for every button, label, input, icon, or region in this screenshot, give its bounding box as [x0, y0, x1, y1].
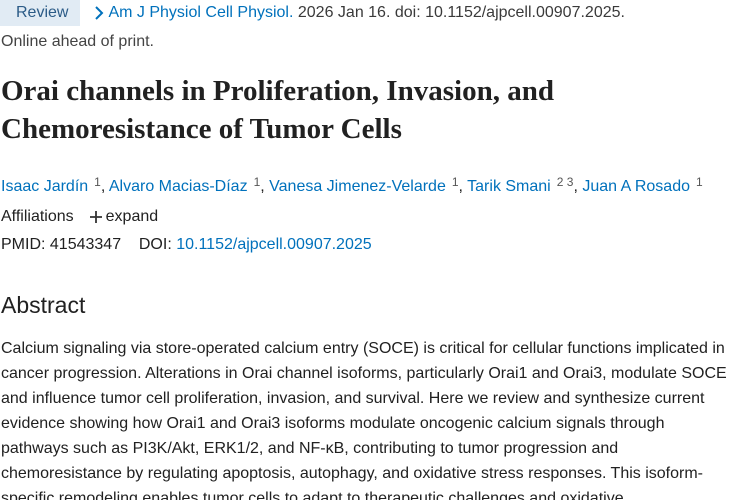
title-line: Chemoresistance of Tumor Cells	[1, 113, 402, 145]
plus-icon[interactable]	[89, 211, 102, 223]
author-separator: ,	[100, 178, 106, 195]
doi-link[interactable]: 10.1152/ajpcell.00907.2025	[176, 236, 372, 253]
abstract-text: Calcium signaling via store-operated cal…	[1, 336, 727, 500]
abstract-line: and influence tumor cell proliferation, …	[1, 390, 705, 407]
affiliation-number[interactable]: 2	[556, 175, 564, 189]
author-separator: ,	[458, 178, 463, 195]
author-separator: ,	[573, 178, 578, 195]
affiliation-number[interactable]: 3	[566, 175, 574, 189]
abstract-heading: Abstract	[1, 292, 86, 318]
affiliation-number[interactable]: 1	[94, 175, 101, 189]
abstract-line: evidence showing how Orai1 and Orai3 iso…	[1, 415, 665, 432]
author-link[interactable]: Alvaro Macias-Díaz	[108, 178, 248, 195]
affiliation-number[interactable]: 1	[696, 175, 703, 189]
affiliation-number[interactable]: 1	[253, 175, 261, 189]
abstract-line: chemoresistance by regulating apoptosis,…	[1, 465, 703, 482]
affiliation-number[interactable]: 1	[451, 175, 459, 189]
affiliation-refs: 1	[94, 175, 101, 189]
pmid-label: PMID:	[1, 236, 46, 253]
author-link[interactable]: Juan A Rosado	[582, 178, 690, 195]
author-list: Isaac Jardín 1, Alvaro Macias-Díaz 1, Vane…	[1, 169, 703, 200]
affiliation-refs: 1	[696, 175, 703, 189]
doi-label: DOI:	[138, 236, 172, 253]
abstract-line: specific remodeling enables tumor cells …	[1, 490, 624, 500]
citation-bar: Review Am J Physiol Cell Physiol. 2026 J…	[0, 0, 625, 26]
article-title: Orai channels in Proliferation, Invasion…	[1, 72, 554, 148]
affiliation-refs: 1	[452, 175, 459, 189]
abstract-line: cancer progression. Alterations in Orai …	[1, 365, 727, 382]
affiliation-refs: 1	[254, 175, 261, 189]
journal-link[interactable]: Am J Physiol Cell Physiol.	[108, 4, 294, 21]
affiliations-label: Affiliations	[1, 208, 74, 225]
pmid-value: 41543347	[49, 236, 122, 253]
author-link[interactable]: Vanesa Jimenez-Velarde	[269, 178, 446, 195]
affiliation-refs: 2 3	[557, 175, 574, 189]
publication-type-badge: Review	[0, 0, 81, 26]
affiliations-row: Affiliations expand	[1, 208, 158, 226]
abstract-line: Calcium signaling via store-operated cal…	[1, 340, 725, 357]
author-separator: ,	[260, 178, 265, 195]
chevron-icon	[95, 6, 104, 20]
identifiers: PMID: 41543347 DOI: 10.1152/ajpcell.0090…	[1, 236, 372, 254]
author-link[interactable]: Isaac Jardín	[1, 178, 89, 195]
title-line: Orai channels in Proliferation, Invasion…	[1, 75, 554, 107]
expand-toggle[interactable]: expand	[105, 208, 159, 225]
citation-text: 2026 Jan 16. doi: 10.1152/ajpcell.00907.…	[297, 4, 625, 21]
author-link[interactable]: Tarik Smani	[467, 178, 551, 195]
publication-status: Online ahead of print.	[1, 33, 154, 50]
abstract-line: pathways such as PI3K/Akt, ERK1/2, and N…	[1, 440, 619, 457]
